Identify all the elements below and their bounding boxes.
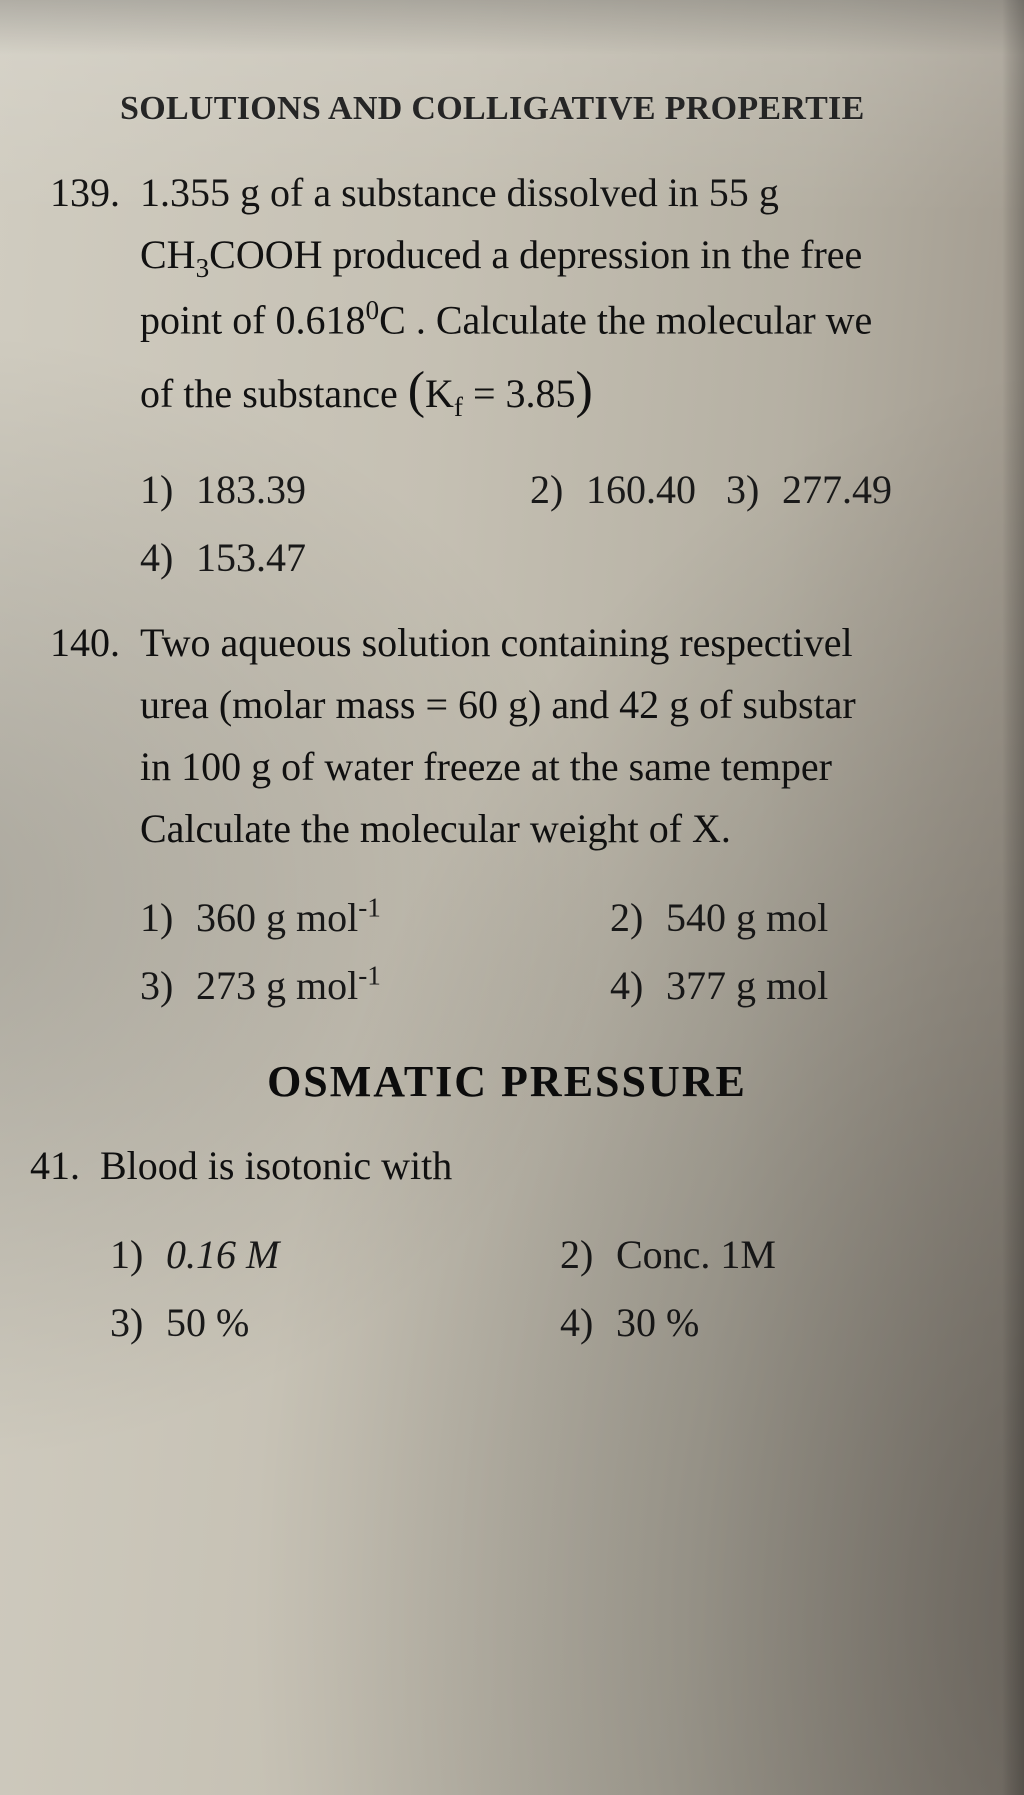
- sub3: 3: [196, 253, 210, 283]
- q41-options: 1) 0.16 M 2) Conc. 1M 3) 50 % 4) 30 %: [110, 1221, 1004, 1357]
- paren-open: (: [408, 362, 425, 419]
- opt-val: 50 %: [166, 1300, 249, 1345]
- opt-num: 1): [140, 884, 186, 952]
- section-heading: OSMATIC PRESSURE: [10, 1056, 1004, 1107]
- opt-val: 0.16 M: [166, 1232, 279, 1277]
- q140-opt4: 4) 377 g mol: [610, 952, 828, 1020]
- question-41: 41.Blood is isotonic with: [30, 1135, 1004, 1197]
- degree-sup: 0: [366, 295, 380, 325]
- q139-options: 1) 183.39 2) 160.40 3) 277.49 4) 153.47: [140, 456, 1004, 592]
- question-number: 140.: [50, 612, 140, 674]
- right-shadow: [1002, 0, 1024, 1795]
- q140-opt2: 2) 540 g mol: [610, 884, 828, 952]
- question-number: 139.: [50, 162, 140, 224]
- paren-close: ): [576, 362, 593, 419]
- question-140: 140.Two aqueous solution containing resp…: [50, 612, 1004, 860]
- question-number: 41.: [30, 1135, 100, 1197]
- opt-val: 277.49: [782, 467, 892, 512]
- q139-line3a: point of 0.618: [140, 297, 366, 342]
- textbook-page: SOLUTIONS AND COLLIGATIVE PROPERTIE 139.…: [0, 0, 1024, 1795]
- opt-val-sup: -1: [358, 961, 381, 991]
- opt-val: 30 %: [616, 1300, 699, 1345]
- q139-opt2: 2) 160.40: [530, 456, 696, 524]
- opt-val: 540 g mol: [666, 895, 828, 940]
- q140-opt1: 1) 360 g mol-1: [140, 884, 580, 952]
- q139-line3: point of 0.6180C . Calculate the molecul…: [140, 289, 1004, 351]
- opt-num: 4): [140, 524, 186, 592]
- q41-opt2: 2) Conc. 1M: [560, 1221, 776, 1289]
- q140-options: 1) 360 g mol-1 2) 540 g mol 3) 273 g mol…: [140, 884, 1004, 1020]
- opt-num: 2): [610, 884, 656, 952]
- chapter-heading: SOLUTIONS AND COLLIGATIVE PROPERTIE: [120, 90, 1004, 128]
- formula-ch3cooh: CH3COOH produced a depression in the fre…: [140, 232, 862, 277]
- q139-line2: CH3COOH produced a depression in the fre…: [140, 224, 1004, 289]
- opt-val: 377 g mol: [666, 963, 828, 1008]
- q139-line3b: C . Calculate the molecular we: [379, 297, 872, 342]
- opt-val: 183.39: [196, 467, 306, 512]
- question-text: 1.355 g of a substance dissolved in 55 g: [140, 162, 994, 224]
- q139-line4: of the substance (Kf = 3.85): [140, 351, 1004, 432]
- kf-val: = 3.85: [463, 371, 576, 416]
- q140-line1: Two aqueous solution containing respecti…: [140, 612, 994, 674]
- q140-opt3: 3) 273 g mol-1: [140, 952, 580, 1020]
- q140-line4: Calculate the molecular weight of X.: [140, 798, 1004, 860]
- q140-line3: in 100 g of water freeze at the same tem…: [140, 736, 1004, 798]
- opt-num: 3): [726, 456, 772, 524]
- q139-opt4: 4) 153.47: [140, 524, 1004, 592]
- opt-val: 160.40: [586, 467, 696, 512]
- opt-num: 2): [560, 1221, 606, 1289]
- q139-line1b: g: [759, 170, 779, 215]
- opt-num: 1): [110, 1221, 156, 1289]
- q140-line2: urea (molar mass = 60 g) and 42 g of sub…: [140, 674, 1004, 736]
- cooh: COOH produced a depression in the free: [209, 232, 862, 277]
- opt-val-a: 360 g mol: [196, 895, 358, 940]
- chapter-heading-text: SOLUTIONS AND COLLIGATIVE PROPERTIE: [120, 90, 865, 127]
- kf-f: f: [454, 392, 463, 422]
- opt-num: 1): [140, 456, 186, 524]
- q41-line1: Blood is isotonic with: [100, 1135, 974, 1197]
- opt-num: 3): [110, 1289, 156, 1357]
- q41-opt1: 1) 0.16 M: [110, 1221, 530, 1289]
- q139-opt1: 1) 183.39: [140, 456, 500, 524]
- opt-num: 2): [530, 456, 576, 524]
- kf-k: K: [425, 371, 454, 416]
- opt-val-a: 273 g mol: [196, 963, 358, 1008]
- opt-num: 3): [140, 952, 186, 1020]
- question-139: 139. 1.355 g of a substance dissolved in…: [50, 162, 1004, 432]
- top-shadow: [0, 0, 1024, 55]
- q41-opt3: 3) 50 %: [110, 1289, 530, 1357]
- ch: CH: [140, 232, 196, 277]
- opt-val: 153.47: [196, 535, 306, 580]
- q41-opt4: 4) 30 %: [560, 1289, 699, 1357]
- q139-line4a: of the substance: [140, 371, 408, 416]
- opt-val-sup: -1: [358, 893, 381, 923]
- opt-val: Conc. 1M: [616, 1232, 776, 1277]
- q139-line1a: 1.355 g of a substance dissolved in 55: [140, 170, 759, 215]
- opt-num: 4): [610, 952, 656, 1020]
- q139-opt3: 3) 277.49: [726, 456, 892, 524]
- opt-num: 4): [560, 1289, 606, 1357]
